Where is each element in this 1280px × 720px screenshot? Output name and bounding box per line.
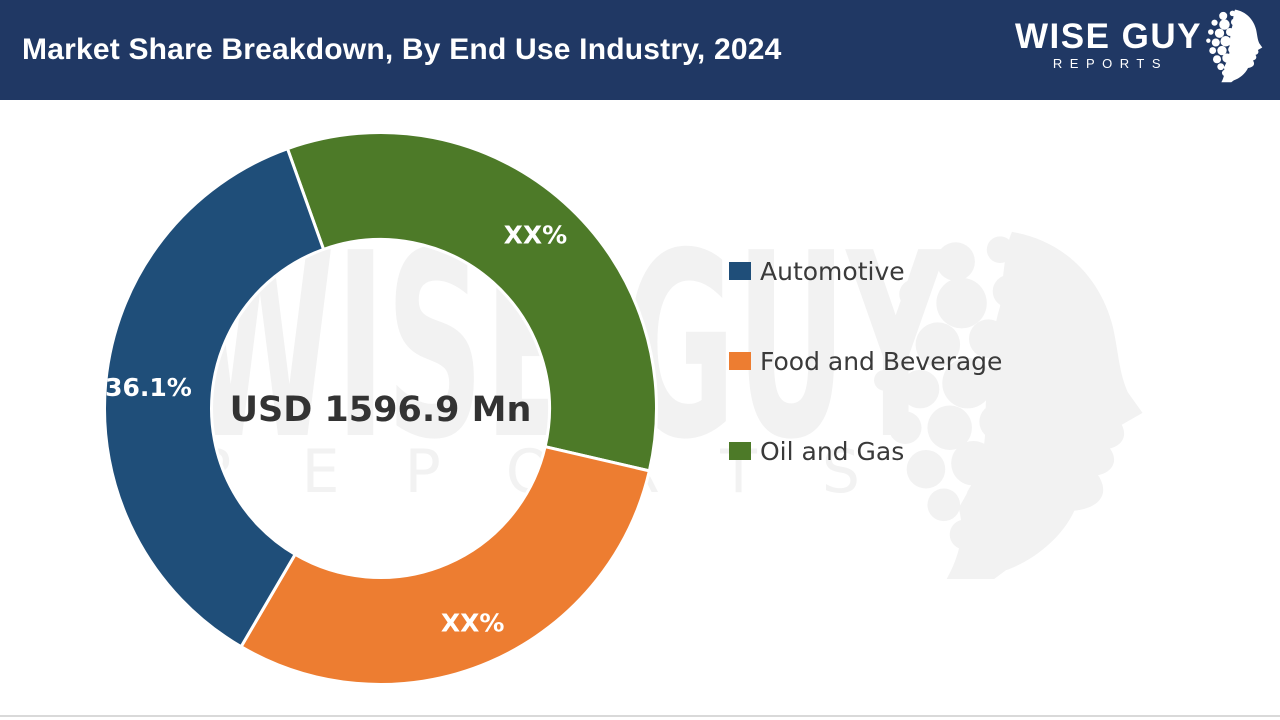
watermark-head-icon [874, 231, 1143, 579]
brand-logo-text: WISE GUY REPORTS [1014, 16, 1202, 72]
legend-swatch-oil-and-gas [729, 442, 751, 460]
legend-item-oil-and-gas: Oil and Gas [729, 436, 904, 466]
donut-segment-label-food-and-beverage: XX% [441, 608, 505, 637]
donut-center-label: USD 1596.9 Mn [230, 390, 532, 430]
legend-item-automotive: Automotive [729, 256, 905, 286]
brand-head-icon [1206, 9, 1263, 83]
page-title: Market Share Breakdown, By End Use Indus… [22, 33, 782, 66]
donut-segment-label-automotive: 36.1% [105, 373, 192, 402]
donut-segments [103, 131, 658, 686]
legend-label: Food and Beverage [760, 346, 1003, 376]
brand-subname: REPORTS [1052, 56, 1169, 72]
chart-area: WISE GUY REPORTS XX%XX%36.1% USD 1596.9 … [0, 100, 1280, 720]
header-bar: Market Share Breakdown, By End Use Indus… [0, 0, 1280, 100]
legend-label: Oil and Gas [760, 436, 905, 466]
donut-labels: XX% XX% 36.1% [105, 220, 567, 637]
donut-segment-food-and-beverage [239, 445, 651, 686]
donut-segment-label-oil-and-gas: XX% [504, 220, 568, 249]
legend-item-food-and-beverage: Food and Beverage [729, 346, 1002, 376]
brand-name: WISE GUY [1014, 16, 1202, 56]
legend-swatch-automotive [729, 262, 751, 280]
legend-swatch-food-and-beverage [729, 352, 751, 370]
donut-segment-oil-and-gas [285, 131, 658, 473]
bottom-divider-line [0, 715, 1280, 717]
donut-chart: XX% XX% 36.1% USD 1596.9 Mn [103, 131, 658, 686]
brand-logo: WISE GUY REPORTS [1015, 7, 1266, 83]
legend-label: Automotive [760, 256, 905, 286]
donut-segment-automotive [103, 147, 326, 649]
